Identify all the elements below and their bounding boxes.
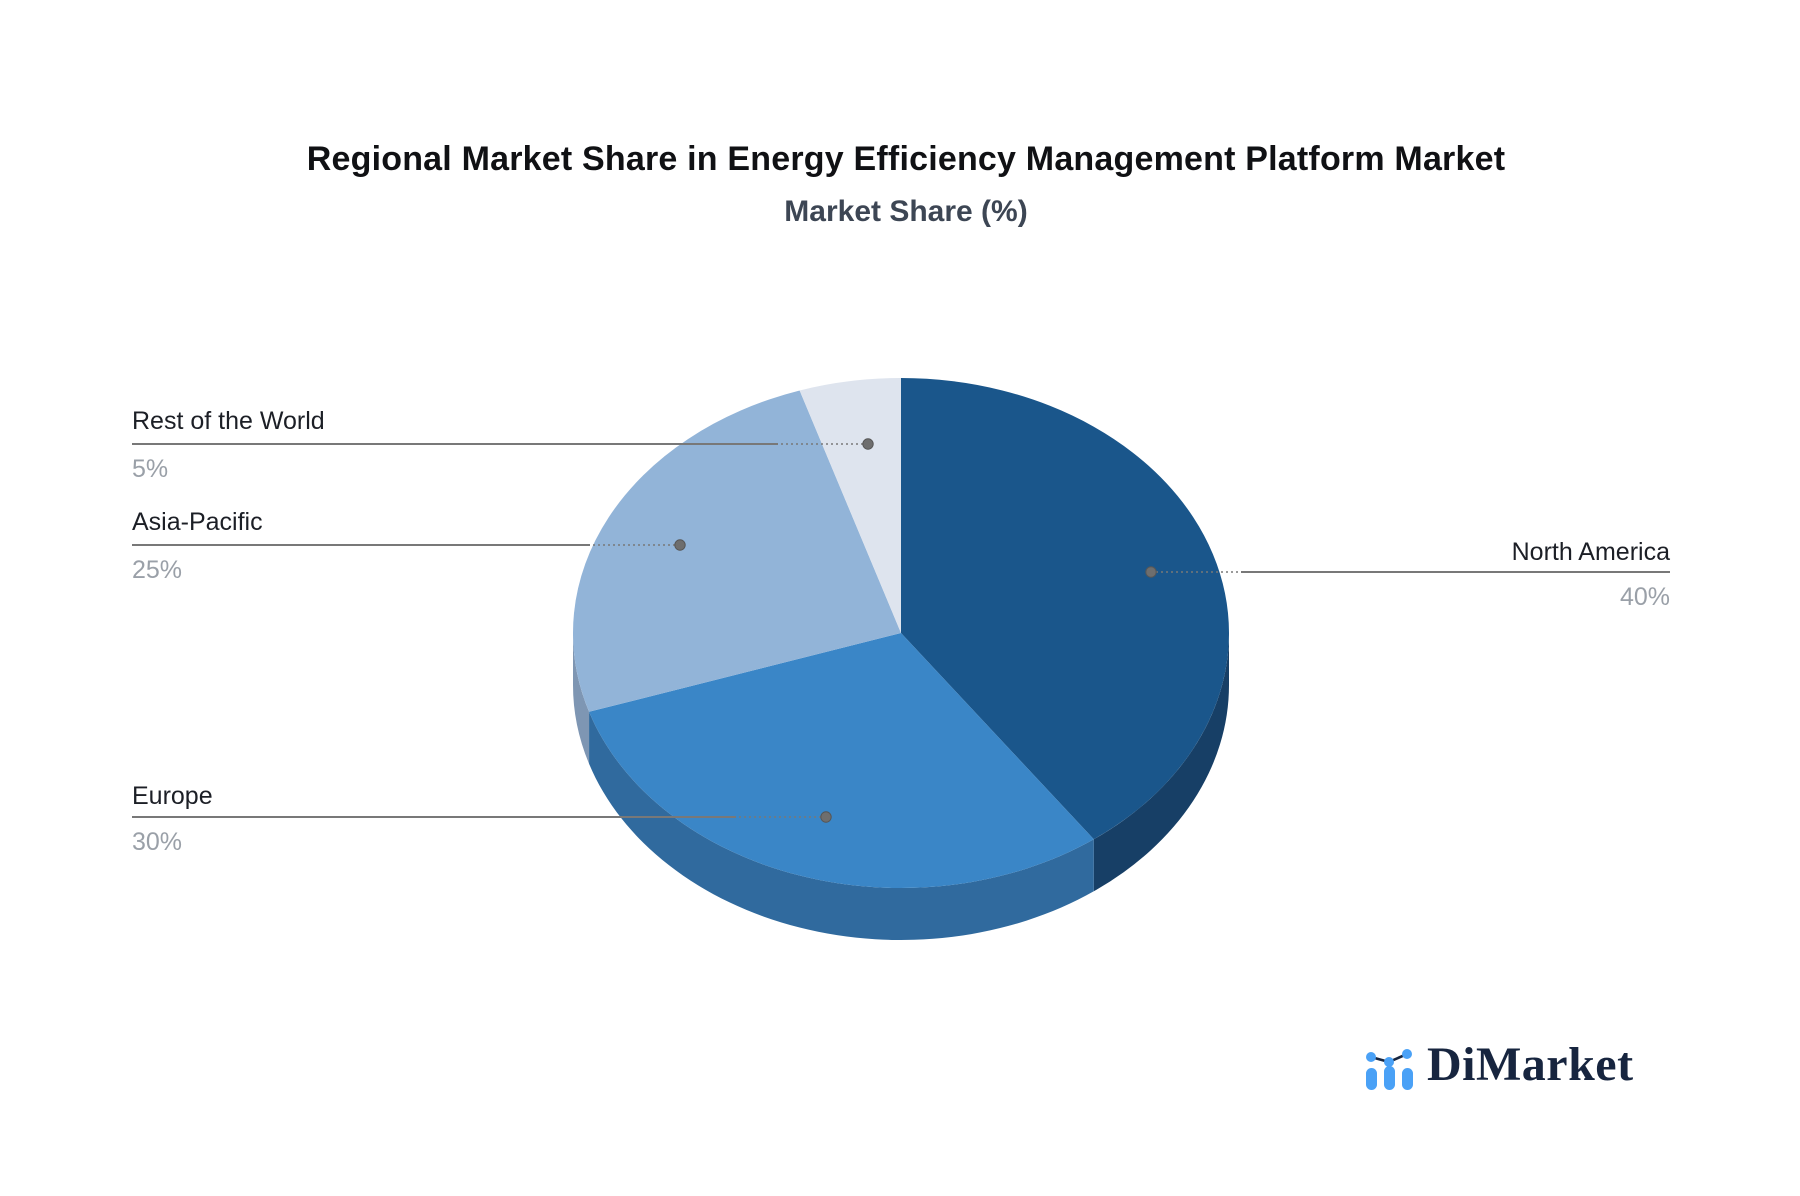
chart-subtitle: Market Share (%) xyxy=(784,195,1028,228)
leader-dot-rest-of-the-world xyxy=(862,438,874,450)
leader-dot-europe xyxy=(820,811,832,823)
pie-slice-side-north-america xyxy=(1093,633,1229,892)
slice-label-europe: Europe xyxy=(132,782,213,810)
slice-label-north-america: North America xyxy=(1511,538,1670,566)
slice-pct-asia-pacific: 25% xyxy=(132,556,183,584)
slice-label-asia-pacific: Asia-Pacific xyxy=(132,508,263,536)
leader-dot-north-america xyxy=(1145,566,1157,578)
pie-slice-side-europe xyxy=(589,711,1094,940)
pie-slice-asia-pacific[interactable] xyxy=(573,390,901,712)
pie-slice-rest-of-the-world[interactable] xyxy=(799,378,901,633)
pie-slice-europe[interactable] xyxy=(589,633,1094,888)
slice-label-rest-of-the-world: Rest of the World xyxy=(132,407,325,435)
chart-title: Regional Market Share in Energy Efficien… xyxy=(306,140,1506,178)
slice-pct-rest-of-the-world: 5% xyxy=(132,455,169,483)
pie-slice-side-asia-pacific xyxy=(573,633,590,764)
pie-slice-north-america[interactable] xyxy=(901,378,1229,840)
slice-pct-north-america: 40% xyxy=(1619,583,1670,611)
dimarket-logo: DiMarket xyxy=(1363,1036,1634,1094)
slice-pct-europe: 30% xyxy=(132,828,183,856)
leader-dot-asia-pacific xyxy=(674,539,686,551)
bar-chart-trend-icon xyxy=(1366,1049,1413,1090)
logo-text: DiMarket xyxy=(1427,1038,1634,1091)
